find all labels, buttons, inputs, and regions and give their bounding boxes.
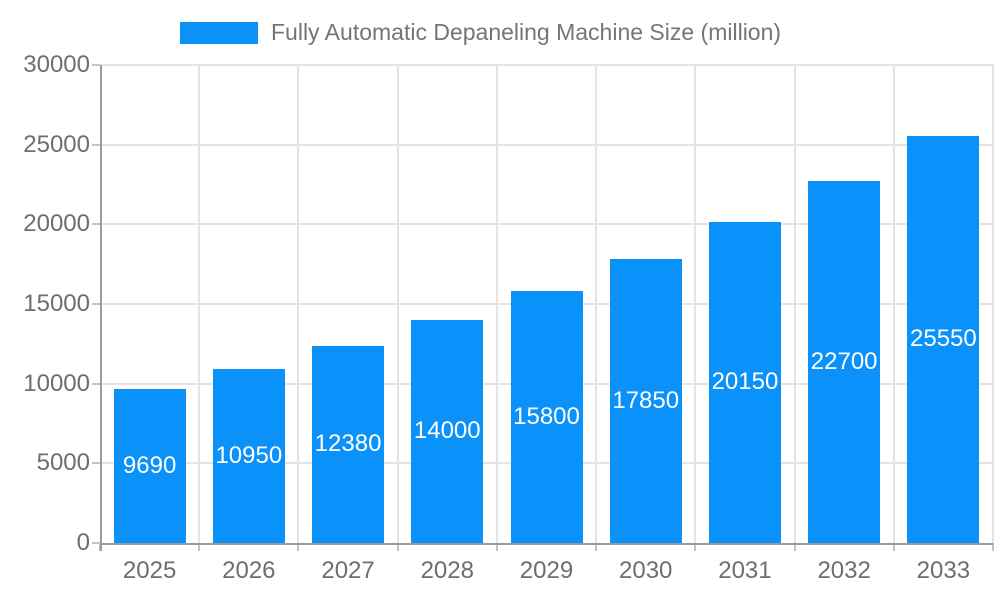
y-axis-tick-label: 20000 <box>23 210 90 238</box>
bar-value-label: 25550 <box>910 325 977 353</box>
x-axis-tick <box>198 543 201 551</box>
gridline-vertical <box>198 65 201 543</box>
x-axis-tick-label: 2025 <box>122 557 177 584</box>
gridline-vertical <box>495 65 498 543</box>
x-axis-tick-label: 2033 <box>916 557 971 584</box>
gridline-horizontal <box>100 143 993 146</box>
bar-2028: 14000 <box>411 319 484 543</box>
y-axis-tick <box>92 542 100 544</box>
legend-swatch <box>180 21 258 44</box>
bar-2031: 20150 <box>708 221 781 543</box>
bar-value-label: 14000 <box>413 417 481 445</box>
x-axis-tick-label: 2028 <box>420 557 474 584</box>
bar-2026: 10950 <box>212 368 285 543</box>
y-axis-tick <box>92 303 100 305</box>
y-axis-tick-label: 0 <box>76 529 90 556</box>
x-axis-tick-label: 2031 <box>718 557 772 584</box>
y-axis-tick-label: 25000 <box>23 130 90 158</box>
x-axis-tick-label: 2027 <box>321 557 375 584</box>
x-axis-tick-label: 2026 <box>222 557 276 584</box>
gridline-vertical <box>793 65 796 543</box>
y-axis-tick-label: 30000 <box>23 51 90 78</box>
bar-2030: 17850 <box>609 258 682 543</box>
bar-value-label: 20150 <box>711 368 779 396</box>
legend-item[interactable]: Fully Automatic Depaneling Machine Size … <box>180 19 781 46</box>
bar-value-label: 10950 <box>215 441 283 469</box>
gridline-vertical <box>396 65 399 543</box>
gridline-vertical <box>992 65 994 543</box>
gridline-vertical <box>297 65 300 543</box>
y-axis-line <box>100 65 102 551</box>
bar-2032: 22700 <box>808 181 881 543</box>
x-axis-tick <box>396 543 399 551</box>
x-axis-tick <box>297 543 300 551</box>
gridline-vertical <box>892 65 895 543</box>
x-axis-tick <box>992 543 994 551</box>
plot-area: 9690 10950 12380 14000 15800 17850 20150 22700 2… <box>92 64 994 551</box>
x-axis-tick-label: 2029 <box>519 557 574 584</box>
y-axis-tick <box>92 143 100 146</box>
y-axis-tick <box>92 64 100 66</box>
x-axis-tick-label: 2032 <box>817 557 871 584</box>
bar-value-label: 22700 <box>810 348 878 376</box>
bar-2029: 15800 <box>510 291 583 543</box>
bar-2033: 25550 <box>907 135 980 543</box>
x-axis-tick <box>892 543 895 551</box>
gridline-vertical <box>595 65 598 543</box>
y-axis-tick <box>92 462 100 465</box>
y-axis-tick <box>92 223 100 226</box>
x-axis-tick <box>495 543 498 551</box>
bar-value-label: 15800 <box>513 403 580 431</box>
x-axis-tick <box>694 543 697 551</box>
bar-value-label: 9690 <box>122 451 177 479</box>
y-axis-tick-label: 5000 <box>36 449 90 477</box>
y-axis-tick <box>92 382 100 385</box>
x-axis-tick <box>595 543 598 551</box>
x-axis-tick-label: 2030 <box>619 557 673 584</box>
bar-value-label: 12380 <box>314 430 382 458</box>
bar-value-label: 17850 <box>612 386 680 414</box>
y-axis-tick-label: 10000 <box>23 369 90 397</box>
gridline-vertical <box>694 65 697 543</box>
y-axis-tick-label: 15000 <box>23 290 90 317</box>
gridline-horizontal <box>100 223 993 226</box>
x-axis-line <box>100 543 993 545</box>
bar-2027: 12380 <box>312 345 385 543</box>
bar-2025: 9690 <box>113 388 186 543</box>
x-axis-tick <box>793 543 796 551</box>
gridline-horizontal <box>100 64 993 66</box>
legend-label: Fully Automatic Depaneling Machine Size … <box>271 19 782 45</box>
